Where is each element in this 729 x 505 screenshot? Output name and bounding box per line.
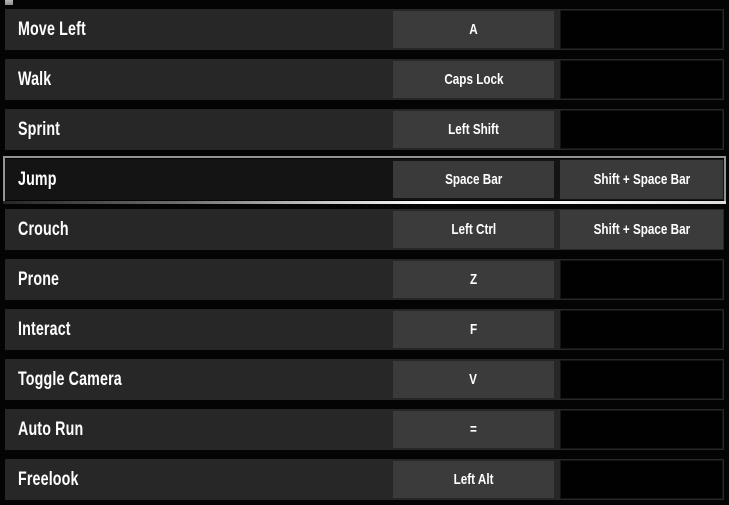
secondary-binding-button[interactable]: Shift + Space Bar [560, 210, 723, 249]
keybinding-row[interactable]: Jump Space Bar Shift + Space Bar [3, 156, 726, 204]
primary-binding-button[interactable]: V [393, 361, 554, 398]
action-label: Auto Run [18, 418, 84, 440]
keybinding-row[interactable]: Sprint Left Shift [5, 109, 724, 150]
keybinding-row[interactable]: Interact F [5, 309, 724, 350]
secondary-binding-button[interactable] [560, 10, 723, 49]
primary-binding-button[interactable]: Space Bar [393, 161, 554, 198]
primary-binding-button[interactable]: Left Ctrl [393, 211, 554, 248]
action-label: Move Left [18, 18, 86, 40]
action-label: Toggle Camera [18, 368, 122, 390]
action-label: Interact [18, 318, 71, 340]
action-label: Sprint [18, 118, 61, 140]
keybinding-row[interactable]: Move Left A [5, 9, 724, 50]
action-label: Walk [18, 68, 52, 90]
action-label: Crouch [18, 218, 69, 240]
action-label: Freelook [18, 468, 79, 490]
primary-binding-button[interactable]: = [393, 411, 554, 448]
keybinding-row[interactable]: Auto Run = [5, 409, 724, 450]
secondary-binding-button[interactable] [560, 110, 723, 149]
keybinding-row[interactable]: Prone Z [5, 259, 724, 300]
selection-border-fragment [5, 0, 13, 5]
secondary-binding-button[interactable] [560, 460, 723, 499]
action-label: Jump [18, 168, 57, 190]
primary-binding-button[interactable]: Caps Lock [393, 61, 554, 98]
primary-binding-button[interactable]: Z [393, 261, 554, 298]
primary-binding-button[interactable]: A [393, 11, 554, 48]
primary-binding-button[interactable]: F [393, 311, 554, 348]
keybinding-row[interactable]: Crouch Left Ctrl Shift + Space Bar [5, 209, 724, 250]
secondary-binding-button[interactable] [560, 260, 723, 299]
keybinding-row[interactable]: Walk Caps Lock [5, 59, 724, 100]
secondary-binding-button[interactable]: Shift + Space Bar [560, 160, 723, 199]
secondary-binding-button[interactable] [560, 60, 723, 99]
keybinding-row[interactable]: Toggle Camera V [5, 359, 724, 400]
primary-binding-button[interactable]: Left Alt [393, 461, 554, 498]
keybinding-row[interactable]: Freelook Left Alt [5, 459, 724, 500]
secondary-binding-button[interactable] [560, 310, 723, 349]
action-label: Prone [18, 268, 60, 290]
primary-binding-button[interactable]: Left Shift [393, 111, 554, 148]
secondary-binding-button[interactable] [560, 410, 723, 449]
secondary-binding-button[interactable] [560, 360, 723, 399]
